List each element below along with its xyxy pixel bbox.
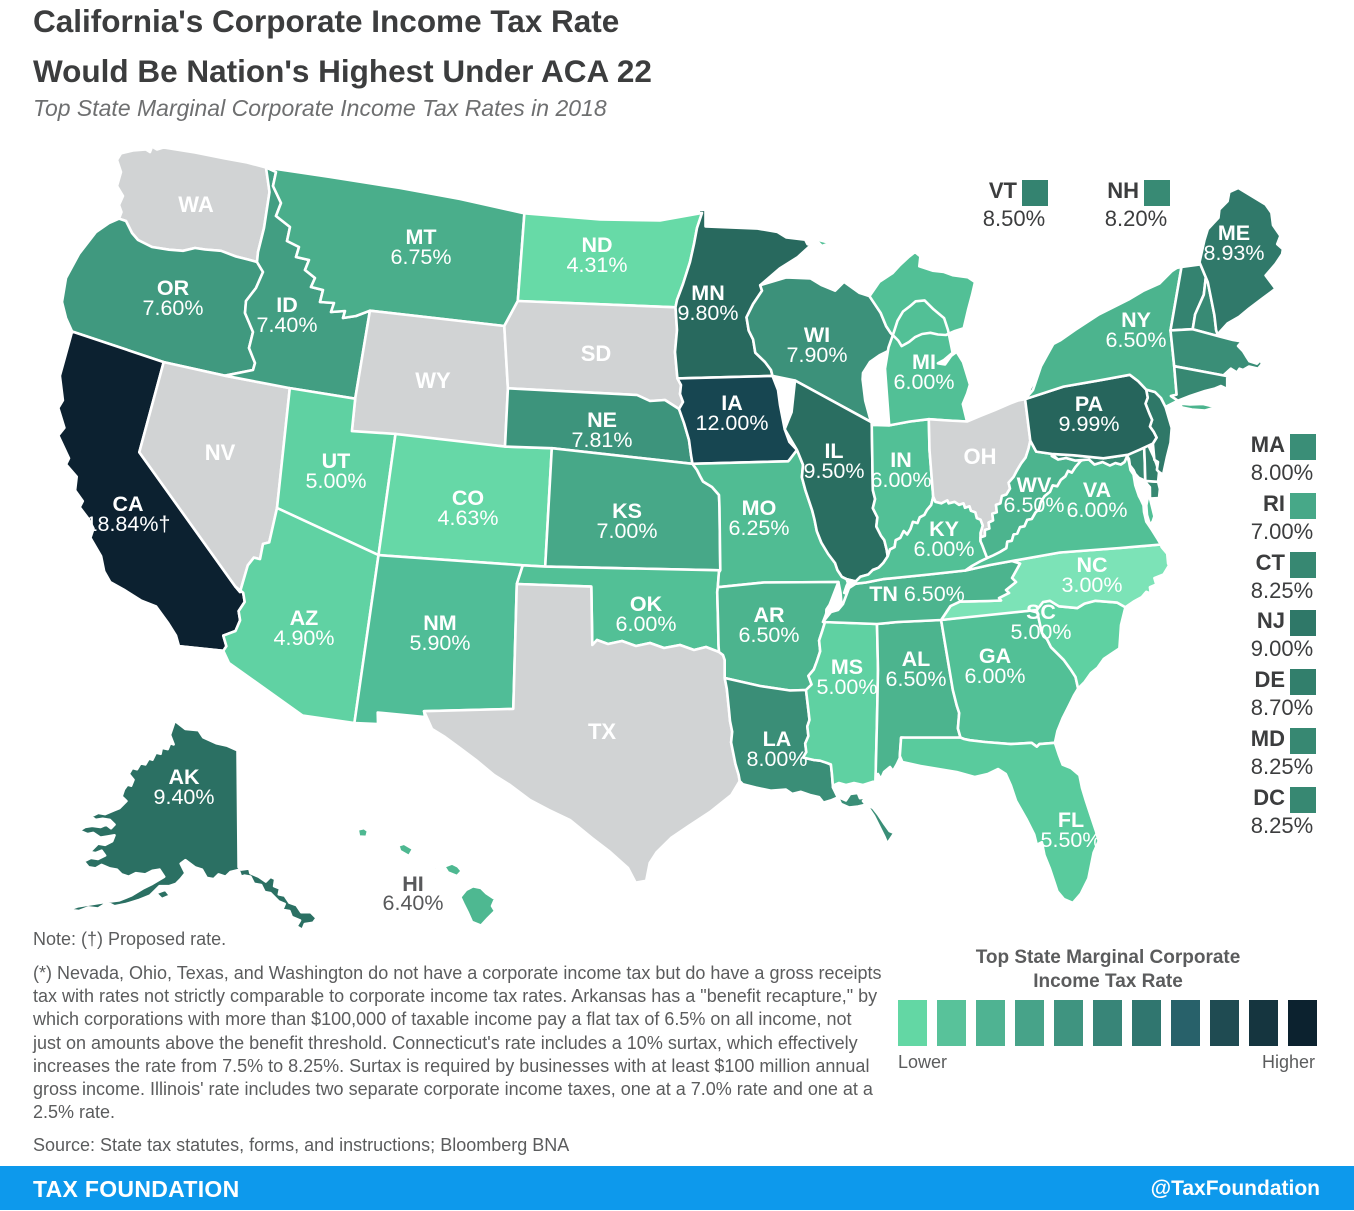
svg-text:ID: ID <box>276 293 298 317</box>
svg-text:3.00%: 3.00% <box>1062 573 1123 597</box>
svg-text:NV: NV <box>205 440 236 465</box>
svg-text:9.99%: 9.99% <box>1059 412 1120 436</box>
svg-text:4.31%: 4.31% <box>567 253 628 277</box>
svg-text:6.50%: 6.50% <box>886 667 947 691</box>
svg-text:6.50%: 6.50% <box>1106 328 1167 352</box>
svg-text:AR: AR <box>753 603 785 627</box>
svg-text:6.75%: 6.75% <box>391 245 452 269</box>
svg-text:6.50%: 6.50% <box>739 623 800 647</box>
svg-text:IL: IL <box>824 439 843 463</box>
svg-text:6.00%: 6.00% <box>1067 498 1128 522</box>
svg-text:7.90%: 7.90% <box>787 343 848 367</box>
svg-text:MO: MO <box>742 496 777 520</box>
svg-text:NY: NY <box>1121 308 1151 332</box>
svg-text:6.25%: 6.25% <box>729 516 790 540</box>
svg-text:6.00%: 6.00% <box>871 468 932 492</box>
svg-text:HI: HI <box>402 872 424 896</box>
svg-text:IA: IA <box>721 391 743 415</box>
svg-text:CA: CA <box>112 492 143 516</box>
svg-text:MS: MS <box>831 655 863 679</box>
svg-text:NM: NM <box>423 611 456 635</box>
svg-text:5.00%: 5.00% <box>817 675 878 699</box>
svg-text:TX: TX <box>588 719 616 744</box>
svg-text:4.63%: 4.63% <box>438 506 499 530</box>
svg-text:ND: ND <box>581 233 612 257</box>
svg-text:GA: GA <box>979 644 1011 668</box>
svg-text:6.00%: 6.00% <box>894 370 955 394</box>
svg-text:OH: OH <box>964 444 997 469</box>
svg-text:6.50%: 6.50% <box>1004 493 1065 517</box>
svg-text:TN 6.50%: TN 6.50% <box>869 582 965 606</box>
svg-text:5.00%: 5.00% <box>306 469 367 493</box>
svg-text:4.90%: 4.90% <box>274 626 335 650</box>
svg-text:WA: WA <box>178 192 214 217</box>
svg-text:9.50%: 9.50% <box>804 459 865 483</box>
svg-text:7.60%: 7.60% <box>143 296 204 320</box>
svg-text:7.00%: 7.00% <box>597 519 658 543</box>
svg-text:9.40%: 9.40% <box>154 785 215 809</box>
svg-text:5.00%: 5.00% <box>1011 620 1072 644</box>
svg-text:SD: SD <box>581 341 612 366</box>
svg-text:7.81%: 7.81% <box>572 428 633 452</box>
svg-text:OR: OR <box>157 276 190 300</box>
svg-text:6.00%: 6.00% <box>616 612 677 636</box>
svg-text:WY: WY <box>415 368 451 393</box>
svg-text:MT: MT <box>405 225 436 249</box>
svg-text:AL: AL <box>902 647 931 671</box>
svg-text:MI: MI <box>912 350 936 374</box>
svg-text:MN: MN <box>691 281 724 305</box>
svg-text:LA: LA <box>763 727 792 751</box>
svg-text:9.80%: 9.80% <box>678 301 739 325</box>
svg-text:WV: WV <box>1017 473 1052 497</box>
svg-text:KY: KY <box>929 517 959 541</box>
svg-text:UT: UT <box>322 449 351 473</box>
svg-text:PA: PA <box>1075 392 1103 416</box>
svg-text:NC: NC <box>1076 553 1107 577</box>
svg-text:6.00%: 6.00% <box>965 664 1026 688</box>
svg-text:6.00%: 6.00% <box>914 537 975 561</box>
svg-text:OK: OK <box>630 592 663 616</box>
svg-text:5.90%: 5.90% <box>410 631 471 655</box>
svg-text:NE: NE <box>587 408 617 432</box>
svg-text:7.40%: 7.40% <box>257 313 318 337</box>
svg-text:VA: VA <box>1083 478 1111 502</box>
svg-text:IN: IN <box>890 448 912 472</box>
svg-text:5.50%: 5.50% <box>1041 828 1102 852</box>
svg-text:12.00%: 12.00% <box>696 411 769 435</box>
svg-text:SC: SC <box>1026 600 1056 624</box>
svg-text:AK: AK <box>168 765 200 789</box>
svg-text:6.40%: 6.40% <box>383 891 444 915</box>
svg-text:ME: ME <box>1218 221 1250 245</box>
svg-text:CO: CO <box>452 486 484 510</box>
svg-text:8.00%: 8.00% <box>747 747 808 771</box>
svg-text:AZ: AZ <box>290 606 319 630</box>
svg-text:18.84%†: 18.84%† <box>86 512 171 536</box>
svg-text:KS: KS <box>612 499 642 523</box>
svg-text:FL: FL <box>1058 808 1084 832</box>
svg-text:8.93%: 8.93% <box>1204 241 1265 265</box>
svg-text:WI: WI <box>804 323 830 347</box>
